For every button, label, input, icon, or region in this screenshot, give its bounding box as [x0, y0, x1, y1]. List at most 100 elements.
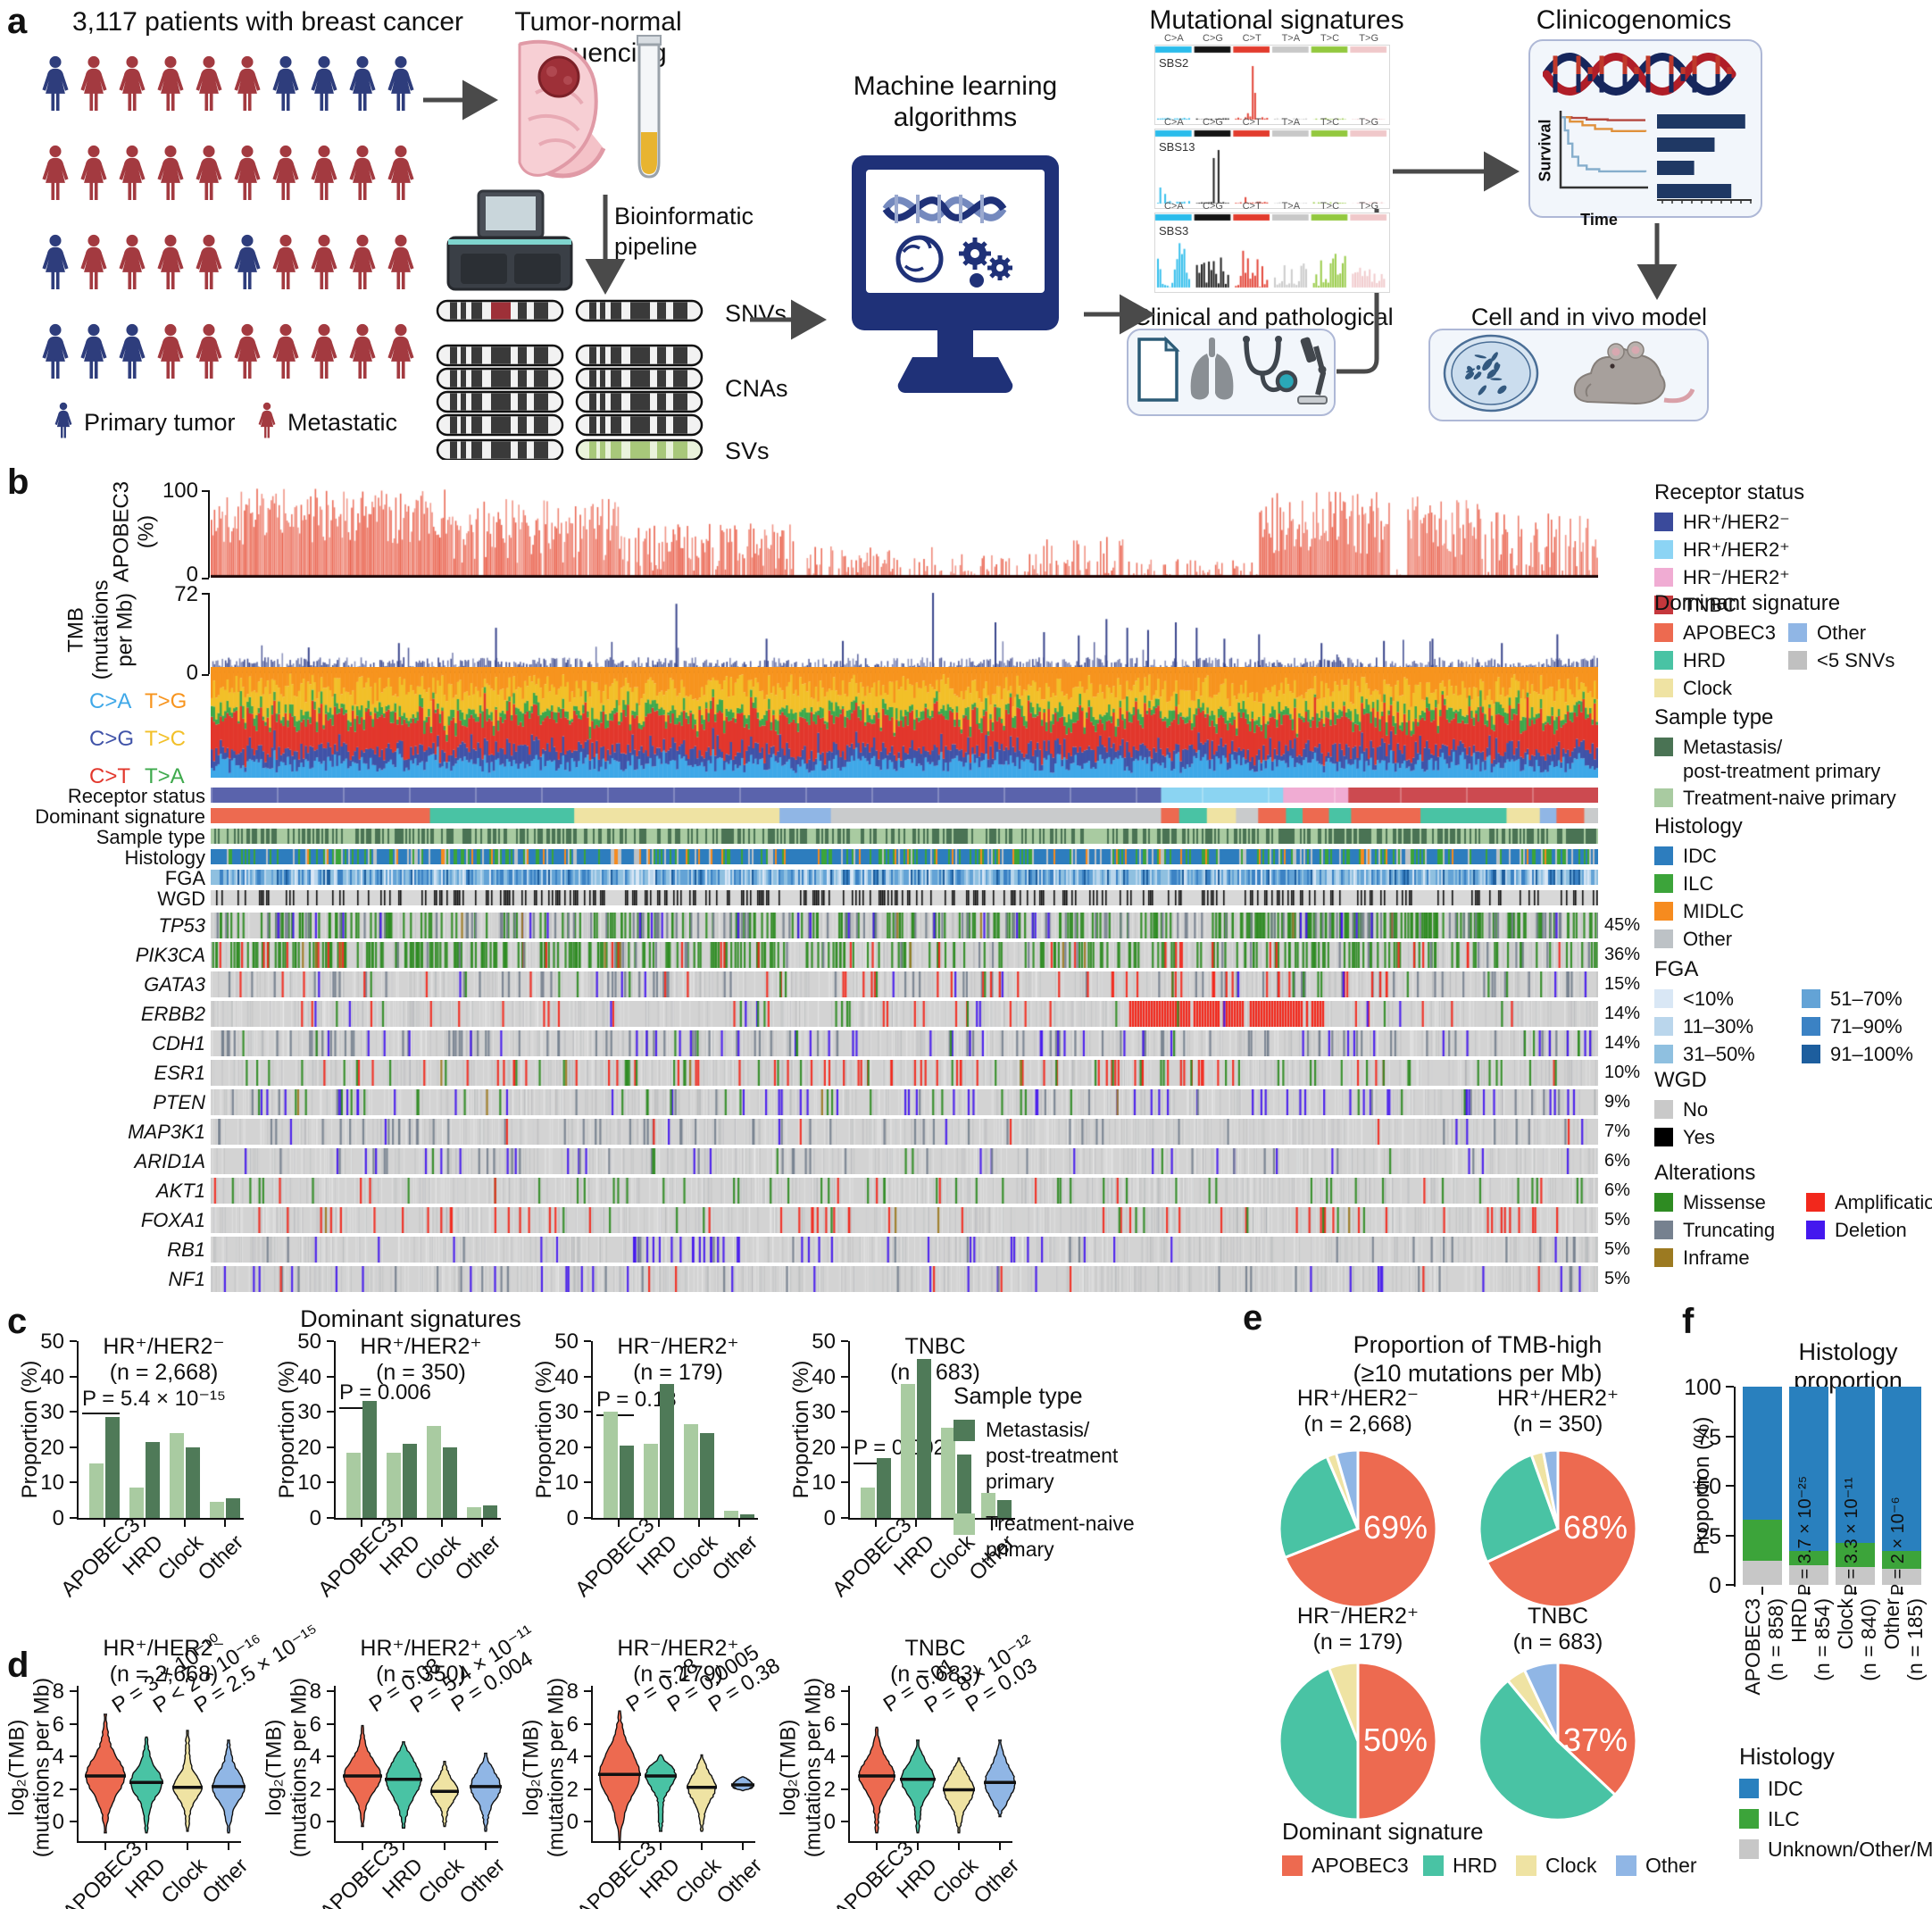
legend-title: Receptor status	[1654, 480, 1805, 504]
panel-c-title: Dominant signatures	[300, 1305, 521, 1332]
legend-label: 31–50%	[1683, 1043, 1755, 1065]
c-chart-title: TNBC (n = 683)	[890, 1334, 980, 1385]
panel-e-title: Proportion of TMB-high (≥10 mutations per…	[1353, 1331, 1603, 1388]
f-legend-label: Unknown/Other/Mixed	[1768, 1838, 1932, 1861]
sbs-col-label: T>A	[1281, 201, 1301, 212]
c-cat-tick	[618, 1520, 620, 1527]
gene-pct: 5%	[1604, 1239, 1630, 1259]
pie-slice-HRD	[1278, 1455, 1360, 1560]
legend-label: HR⁺/HER2⁺	[1683, 538, 1790, 561]
panel-b-label: b	[7, 463, 29, 502]
spectrum-key-C>G: C>G	[89, 727, 135, 751]
legend-label: APOBEC3	[1683, 621, 1776, 644]
c-tick	[70, 1411, 77, 1413]
d-xaxis	[334, 1840, 498, 1843]
c-tick-label: 10	[40, 1471, 64, 1496]
d-chart-title: HR⁺/HER2⁻ (n = 2,668)	[103, 1636, 225, 1687]
sbs-label: SBS3	[1159, 224, 1189, 238]
legend-swatch	[1654, 513, 1673, 531]
f-legend-label: ILC	[1768, 1807, 1800, 1830]
c-bar-naive-Other	[467, 1507, 481, 1518]
c-tick	[841, 1481, 848, 1484]
survival-xlabel: Time	[1580, 211, 1618, 229]
gene-pct: 36%	[1604, 945, 1641, 964]
axis-tick	[202, 593, 209, 595]
gene-pct: 5%	[1604, 1269, 1630, 1288]
f-bar-ilc	[1882, 1551, 1921, 1570]
f-cat-tick	[1808, 1587, 1810, 1595]
d-violins-1	[343, 1724, 502, 1832]
c-xaxis	[848, 1518, 1015, 1520]
c-tick-label: 20	[812, 1435, 836, 1460]
d-tick-label: 4	[566, 1745, 579, 1770]
patient-legend-icon	[258, 402, 276, 438]
legend-swatch	[1654, 738, 1673, 756]
legend-label: Yes	[1683, 1126, 1715, 1148]
axis-line	[208, 490, 210, 578]
c-bar-naive-HRD	[901, 1383, 915, 1518]
pie-slice-APOBEC3	[1356, 1661, 1438, 1821]
c-tick	[841, 1517, 848, 1519]
legend-label: 11–30%	[1683, 1015, 1754, 1038]
panel-c-label: c	[7, 1302, 28, 1341]
patient-legend-label: Metastatic	[287, 409, 398, 436]
gene-label: ERBB2	[140, 1003, 205, 1025]
f-bar-unknown	[1789, 1564, 1828, 1585]
annotation-row-label: Receptor status	[67, 785, 205, 807]
f-tick-label: 50	[1696, 1474, 1721, 1499]
apobec-max: 100	[162, 479, 198, 503]
f-bar-ilc	[1836, 1543, 1875, 1567]
d-tick	[327, 1821, 334, 1822]
gene-label: CDH1	[152, 1032, 205, 1055]
gene-label: RB1	[167, 1238, 205, 1261]
f-yaxis	[1734, 1387, 1736, 1587]
mouse-icon	[1573, 341, 1695, 405]
pie-slice-Other	[1541, 1448, 1560, 1530]
legend-label: Metastasis/post-treatment primary	[1683, 736, 1881, 782]
tmb-min: 0	[186, 661, 198, 685]
f-bar-idc	[1789, 1387, 1828, 1552]
sbs-col-label: T>G	[1359, 33, 1378, 44]
c-bar-met-HRD	[917, 1358, 931, 1518]
e-legend-label: HRD	[1453, 1854, 1497, 1877]
e-pie-0	[1278, 1448, 1438, 1609]
legend-swatch	[1654, 651, 1673, 670]
pie-slice-APOBEC3	[1485, 1448, 1638, 1609]
axis-tick	[202, 578, 209, 579]
c-tick-label: 20	[554, 1435, 579, 1460]
sbs-col-label: C>T	[1242, 33, 1262, 44]
pie-slice-APOBEC3	[1556, 1661, 1638, 1797]
c-bar-naive-HRD	[129, 1488, 144, 1518]
c-chart-title: HR⁺/HER2⁺ (n = 350)	[360, 1334, 482, 1385]
gene-label: PTEN	[153, 1091, 205, 1113]
patient-legend-label: Primary tumor	[84, 409, 236, 436]
gene-track-MAP3K1	[211, 1119, 1598, 1145]
apobec-min: 0	[186, 563, 198, 587]
e-pie-1	[1478, 1448, 1638, 1609]
legend-swatch	[1654, 1221, 1673, 1239]
c-bar-met-APOBEC3	[105, 1417, 120, 1518]
f-pvalue: P = 2 × 10⁻⁶	[1888, 1496, 1908, 1596]
e-legend-title: Dominant signature	[1282, 1818, 1484, 1845]
c-tick-label: 50	[554, 1330, 579, 1354]
gene-label: NF1	[168, 1268, 205, 1290]
c-tick-label: 0	[823, 1506, 836, 1530]
c-tick	[841, 1340, 848, 1342]
d-tick	[70, 1788, 77, 1790]
c-tick-label: 10	[297, 1471, 321, 1496]
annotation-row-label: FGA	[164, 867, 205, 889]
gene-pct: 14%	[1604, 1033, 1641, 1053]
legend-swatch	[1654, 596, 1673, 614]
c-xaxis	[77, 1518, 244, 1520]
d-tick	[841, 1722, 848, 1725]
d-cat-tick	[701, 1842, 703, 1850]
legend-label: HR⁺/HER2⁻	[1683, 511, 1790, 533]
legend-swatch	[1788, 651, 1807, 670]
patients-title: 3,117 patients with breast cancer	[71, 7, 464, 37]
legend-swatch	[1654, 902, 1673, 921]
c-legend-swatch	[954, 1513, 975, 1535]
pipeline-label: Bioinformatic pipeline	[614, 203, 754, 260]
test-tube-icon	[637, 35, 662, 179]
d-cat-tick	[228, 1842, 229, 1850]
